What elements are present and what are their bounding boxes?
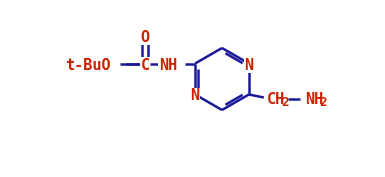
Text: 2: 2 [319,96,326,110]
Text: NH: NH [159,58,177,73]
Text: 2: 2 [281,96,288,110]
Text: N: N [244,58,253,73]
Text: N: N [191,88,200,104]
Text: NH: NH [305,93,323,107]
Text: C: C [141,58,150,73]
Text: t-BuO: t-BuO [65,58,111,73]
Text: CH: CH [267,93,285,107]
Text: O: O [141,30,150,44]
